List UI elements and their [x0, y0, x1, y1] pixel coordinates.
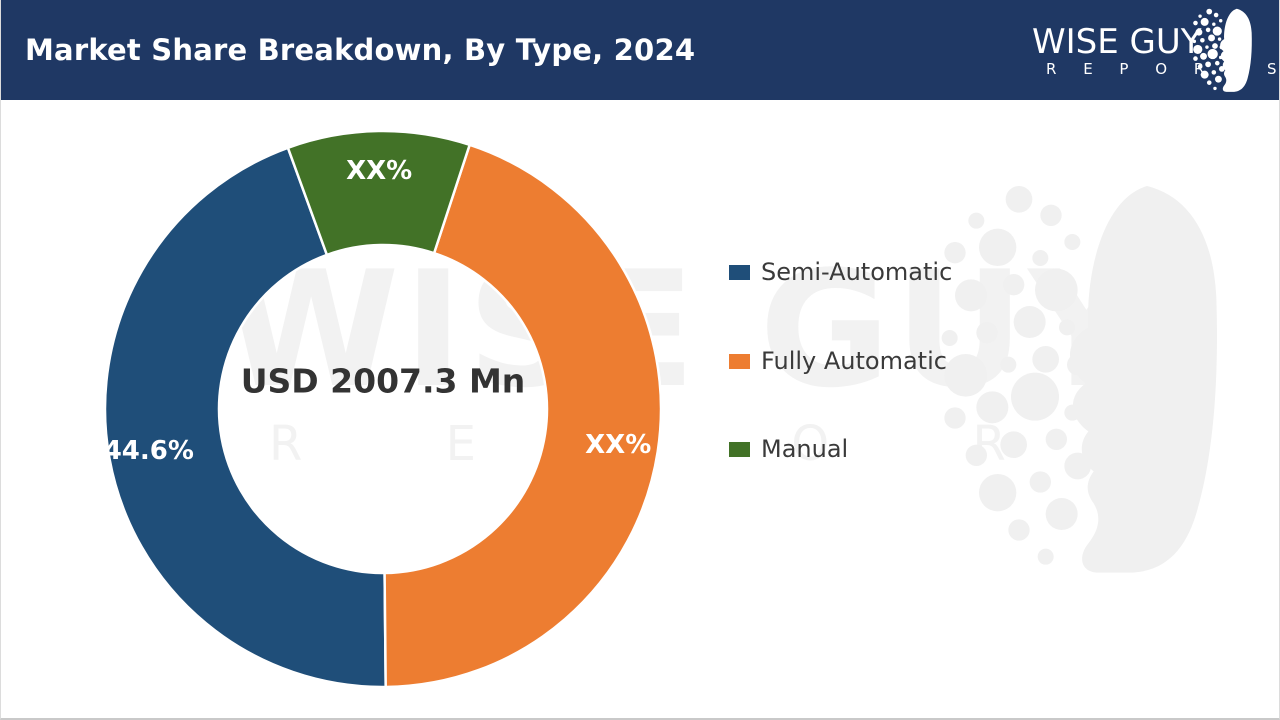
header-bar: Market Share Breakdown, By Type, 2024 WI…	[1, 0, 1279, 100]
legend-item-semi-automatic: Semi-Automatic	[729, 257, 952, 287]
donut-slice-semi-automatic	[103, 146, 387, 689]
legend-swatch-fully-automatic	[729, 353, 750, 369]
legend-label: Semi-Automatic	[761, 258, 953, 286]
page-title: Market Share Breakdown, By Type, 2024	[25, 33, 696, 67]
donut-slice-manual	[286, 129, 471, 257]
wise-guy-reports-logo: WISE GUY R E P O R T S	[1032, 0, 1276, 100]
legend-label: Manual	[761, 435, 849, 463]
logo-face-icon	[1192, 8, 1252, 92]
slice-label-fully-automatic: XX%	[585, 430, 652, 461]
legend-swatch-semi-automatic	[729, 264, 750, 280]
legend-label: Fully Automatic	[761, 347, 947, 375]
chart-center-value: USD 2007.3 Mn	[240, 361, 526, 401]
legend-item-manual: Manual	[729, 434, 848, 464]
logo-wordmark: WISE GUY	[1032, 22, 1202, 62]
legend-item-fully-automatic: Fully Automatic	[729, 346, 947, 376]
legend-swatch-manual	[729, 441, 750, 457]
slice-label-manual: XX%	[346, 156, 413, 187]
slice-label-semi-automatic: 44.6%	[103, 436, 194, 467]
donut-slice-fully-automatic	[383, 143, 663, 689]
watermark-face-dots-graphic	[941, 186, 1217, 573]
